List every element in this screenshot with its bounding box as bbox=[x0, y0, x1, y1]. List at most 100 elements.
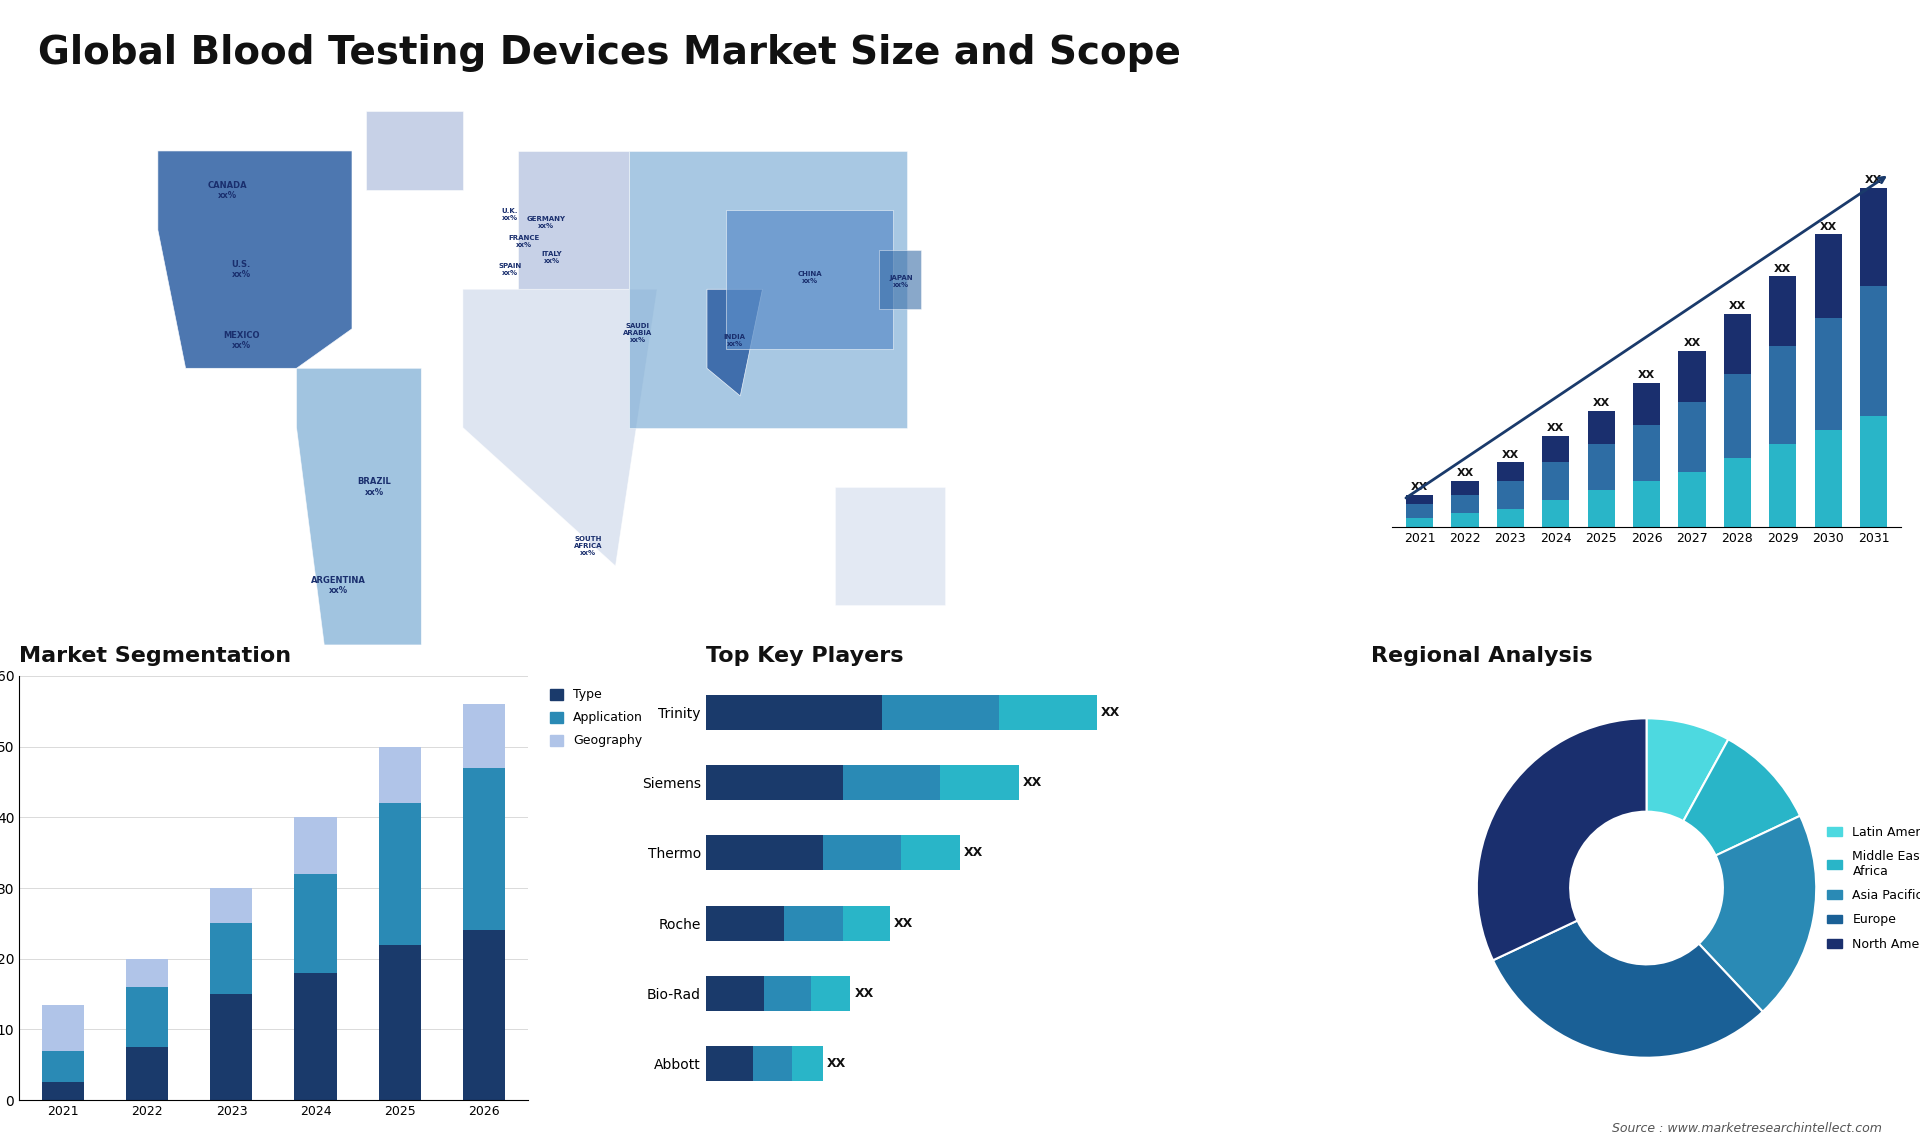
Bar bbox=[1452, 513, 1478, 527]
Bar bbox=[843, 905, 889, 941]
Bar bbox=[812, 975, 851, 1011]
Text: XX: XX bbox=[1592, 399, 1609, 408]
Bar bbox=[1678, 351, 1705, 402]
Bar bbox=[1588, 444, 1615, 490]
Text: XX: XX bbox=[964, 847, 983, 860]
Bar bbox=[1724, 314, 1751, 374]
Bar bbox=[1814, 235, 1841, 319]
Legend: Type, Application, Geography: Type, Application, Geography bbox=[543, 682, 649, 754]
Bar bbox=[753, 1046, 791, 1081]
Bar bbox=[294, 973, 336, 1100]
Text: SOUTH
AFRICA
xx%: SOUTH AFRICA xx% bbox=[574, 536, 603, 556]
Polygon shape bbox=[726, 210, 893, 348]
Wedge shape bbox=[1684, 739, 1801, 856]
Bar bbox=[211, 888, 252, 924]
Text: Top Key Players: Top Key Players bbox=[707, 646, 902, 666]
Bar bbox=[843, 766, 941, 800]
Bar bbox=[900, 835, 960, 871]
Text: XX: XX bbox=[1774, 264, 1791, 274]
Bar bbox=[1452, 495, 1478, 513]
Bar bbox=[1814, 319, 1841, 430]
Text: XX: XX bbox=[828, 1057, 847, 1070]
Bar bbox=[1405, 495, 1432, 504]
Bar bbox=[707, 1046, 753, 1081]
Text: XX: XX bbox=[1638, 370, 1655, 380]
Bar bbox=[1632, 383, 1661, 425]
Bar bbox=[378, 746, 420, 803]
Bar bbox=[1724, 457, 1751, 527]
Bar bbox=[998, 696, 1096, 730]
Text: SPAIN
xx%: SPAIN xx% bbox=[499, 264, 522, 276]
Bar bbox=[211, 924, 252, 994]
Bar bbox=[707, 905, 783, 941]
Polygon shape bbox=[157, 151, 351, 368]
Text: XX: XX bbox=[1548, 424, 1565, 433]
Bar bbox=[1452, 481, 1478, 495]
Bar bbox=[378, 803, 420, 944]
Text: XX: XX bbox=[854, 987, 874, 999]
Text: U.S.
xx%: U.S. xx% bbox=[232, 260, 252, 280]
Bar bbox=[42, 1051, 84, 1083]
Bar bbox=[42, 1005, 84, 1051]
Bar bbox=[211, 994, 252, 1100]
Text: SAUDI
ARABIA
xx%: SAUDI ARABIA xx% bbox=[622, 323, 653, 343]
Bar bbox=[1588, 411, 1615, 444]
Text: CHINA
xx%: CHINA xx% bbox=[797, 270, 822, 284]
Polygon shape bbox=[835, 487, 945, 605]
Bar bbox=[1768, 346, 1797, 444]
Bar bbox=[707, 975, 764, 1011]
Text: XX: XX bbox=[1023, 776, 1043, 790]
Bar bbox=[1405, 518, 1432, 527]
Bar bbox=[1405, 504, 1432, 518]
Bar bbox=[463, 768, 505, 931]
Bar bbox=[881, 696, 998, 730]
Bar bbox=[1498, 509, 1524, 527]
Wedge shape bbox=[1699, 816, 1816, 1012]
Bar bbox=[1542, 437, 1569, 462]
Polygon shape bbox=[707, 289, 762, 397]
Bar bbox=[764, 975, 812, 1011]
Polygon shape bbox=[463, 289, 657, 566]
Text: XX: XX bbox=[893, 917, 912, 929]
Bar bbox=[1632, 425, 1661, 481]
Text: INDIA
xx%: INDIA xx% bbox=[724, 335, 745, 347]
Bar bbox=[1542, 500, 1569, 527]
Polygon shape bbox=[879, 250, 920, 309]
Bar bbox=[127, 1047, 169, 1100]
Text: XX: XX bbox=[1820, 221, 1837, 231]
Polygon shape bbox=[367, 111, 463, 190]
Text: ARGENTINA
xx%: ARGENTINA xx% bbox=[311, 576, 365, 595]
Text: XX: XX bbox=[1411, 482, 1428, 492]
Bar bbox=[1678, 402, 1705, 472]
Bar bbox=[1498, 462, 1524, 481]
Bar bbox=[463, 931, 505, 1100]
Polygon shape bbox=[296, 368, 420, 645]
Bar bbox=[1768, 276, 1797, 346]
Bar bbox=[1860, 188, 1887, 285]
Bar bbox=[1632, 481, 1661, 527]
Text: JAPAN
xx%: JAPAN xx% bbox=[889, 275, 912, 288]
Text: Global Blood Testing Devices Market Size and Scope: Global Blood Testing Devices Market Size… bbox=[38, 34, 1181, 72]
Bar bbox=[707, 766, 843, 800]
Bar bbox=[707, 835, 824, 871]
Polygon shape bbox=[518, 151, 630, 289]
Text: XX: XX bbox=[1728, 300, 1745, 311]
Bar bbox=[707, 696, 881, 730]
Bar bbox=[42, 1083, 84, 1100]
Text: Source : www.marketresearchintellect.com: Source : www.marketresearchintellect.com bbox=[1611, 1122, 1882, 1135]
Bar bbox=[463, 704, 505, 768]
Bar bbox=[127, 987, 169, 1047]
Text: ITALY
xx%: ITALY xx% bbox=[541, 251, 563, 264]
Bar bbox=[1814, 430, 1841, 527]
Bar bbox=[1678, 472, 1705, 527]
Text: U.K.
xx%: U.K. xx% bbox=[501, 207, 518, 221]
Text: XX: XX bbox=[1864, 175, 1882, 186]
Bar bbox=[1724, 374, 1751, 457]
Text: XX: XX bbox=[1100, 706, 1119, 720]
Bar bbox=[294, 817, 336, 874]
Text: XX: XX bbox=[1501, 449, 1519, 460]
Bar bbox=[783, 905, 843, 941]
Text: BRAZIL
xx%: BRAZIL xx% bbox=[357, 477, 392, 496]
Bar bbox=[1768, 444, 1797, 527]
Bar bbox=[791, 1046, 824, 1081]
